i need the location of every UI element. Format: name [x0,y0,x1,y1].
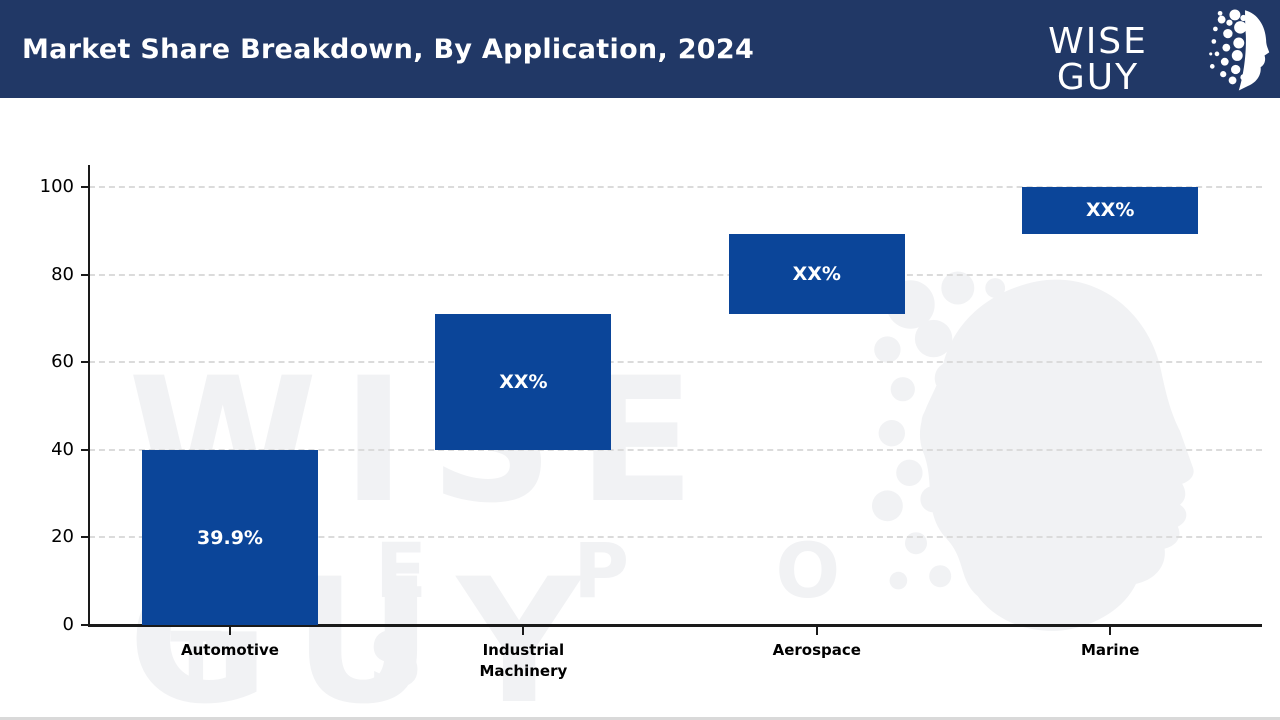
bar-value-label: 39.9% [197,526,263,549]
x-tick-label: Automotive [181,641,279,659]
x-axis-line [88,624,1262,627]
bar-value-label: XX% [499,371,548,394]
x-axis-tick [1109,626,1112,635]
y-tick-label: 100 [39,176,74,197]
y-axis-tick [81,273,89,276]
y-axis-line [88,165,90,627]
y-axis-tick [81,624,89,626]
gridline [89,448,1262,451]
gridline [89,186,1262,188]
bar-value-label: XX% [792,263,841,286]
y-axis-tick [81,186,89,188]
y-axis-tick [81,448,89,451]
brand-name: WISE GUY [1048,21,1148,98]
x-tick-label: Industrial Machinery [479,641,568,680]
plot-region: 0 20 40 60 80 100 39.9% Automotive XX% Industrial… [0,98,1280,717]
chart-canvas: WISE GUY R E P O R T S 0 20 40 60 80 100 39.9%… [0,98,1280,717]
bar-industrial-machinery: XX% [435,314,612,451]
page-title: Market Share Breakdown, By Application, … [22,33,755,65]
x-tick-label: Marine [1080,641,1140,659]
y-tick-label: 0 [62,614,74,635]
header-bar: Market Share Breakdown, By Application, … [0,0,1280,114]
y-tick-label: 80 [51,263,74,285]
bar-marine: XX% [1022,187,1199,234]
y-axis-tick [81,361,89,364]
x-tick-label: Aerospace [772,641,861,659]
gridline [89,536,1262,539]
x-axis-tick [229,626,231,635]
gridline [89,361,1262,364]
y-axis-tick [81,536,89,539]
bar-value-label: XX% [1086,199,1135,222]
y-tick-label: 40 [51,438,74,460]
x-axis-tick [522,626,525,635]
bar-automotive: 39.9% [142,450,318,625]
y-tick-label: 60 [51,351,74,373]
brand-head-icon [1209,9,1270,91]
bar-aerospace: XX% [728,233,905,315]
y-tick-label: 20 [51,526,74,548]
x-axis-tick [815,626,818,635]
gridline [89,273,1262,276]
